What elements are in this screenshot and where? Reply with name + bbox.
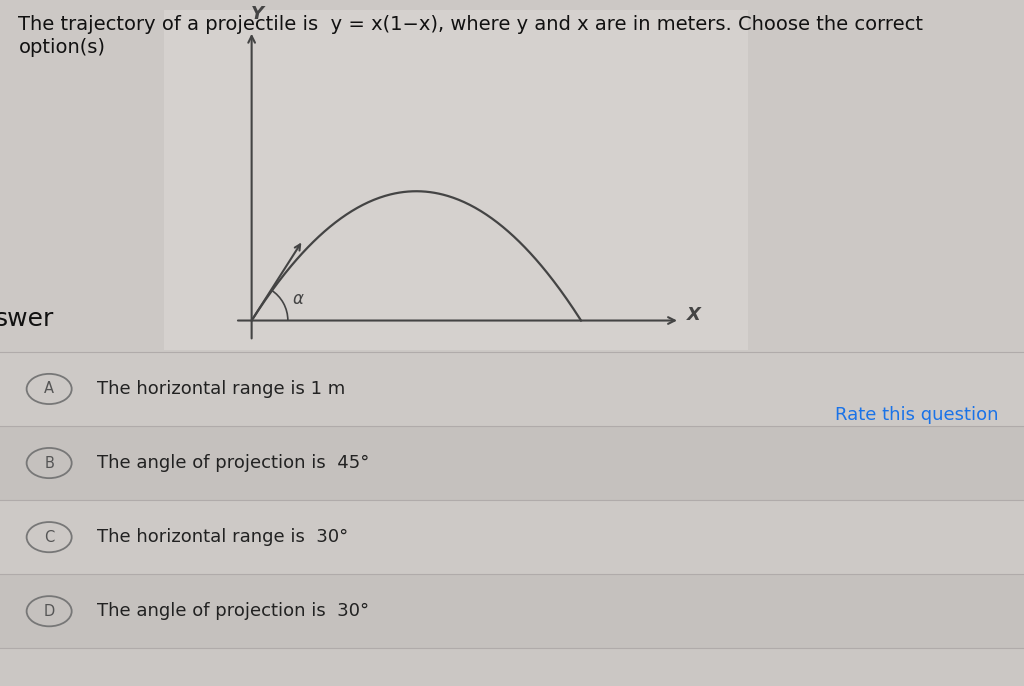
FancyBboxPatch shape bbox=[164, 10, 748, 350]
Text: swer: swer bbox=[0, 307, 54, 331]
Text: The horizontal range is  30°: The horizontal range is 30° bbox=[97, 528, 348, 546]
Text: C: C bbox=[44, 530, 54, 545]
Text: A: A bbox=[44, 381, 54, 397]
Text: Y: Y bbox=[251, 5, 264, 23]
FancyBboxPatch shape bbox=[0, 500, 1024, 574]
Text: B: B bbox=[44, 456, 54, 471]
FancyBboxPatch shape bbox=[0, 352, 1024, 426]
Text: D: D bbox=[44, 604, 54, 619]
Text: The angle of projection is  45°: The angle of projection is 45° bbox=[97, 454, 370, 472]
Text: The angle of projection is  30°: The angle of projection is 30° bbox=[97, 602, 370, 620]
Text: X: X bbox=[686, 307, 700, 324]
FancyBboxPatch shape bbox=[0, 426, 1024, 500]
Text: The trajectory of a projectile is  y = x(1−x), where y and x are in meters. Choo: The trajectory of a projectile is y = x(… bbox=[18, 15, 924, 34]
Text: The horizontal range is 1 m: The horizontal range is 1 m bbox=[97, 380, 345, 398]
FancyBboxPatch shape bbox=[0, 352, 1024, 686]
Text: option(s): option(s) bbox=[18, 38, 105, 57]
Text: Rate this question: Rate this question bbox=[835, 406, 998, 424]
Text: α: α bbox=[293, 289, 304, 307]
FancyBboxPatch shape bbox=[0, 574, 1024, 648]
